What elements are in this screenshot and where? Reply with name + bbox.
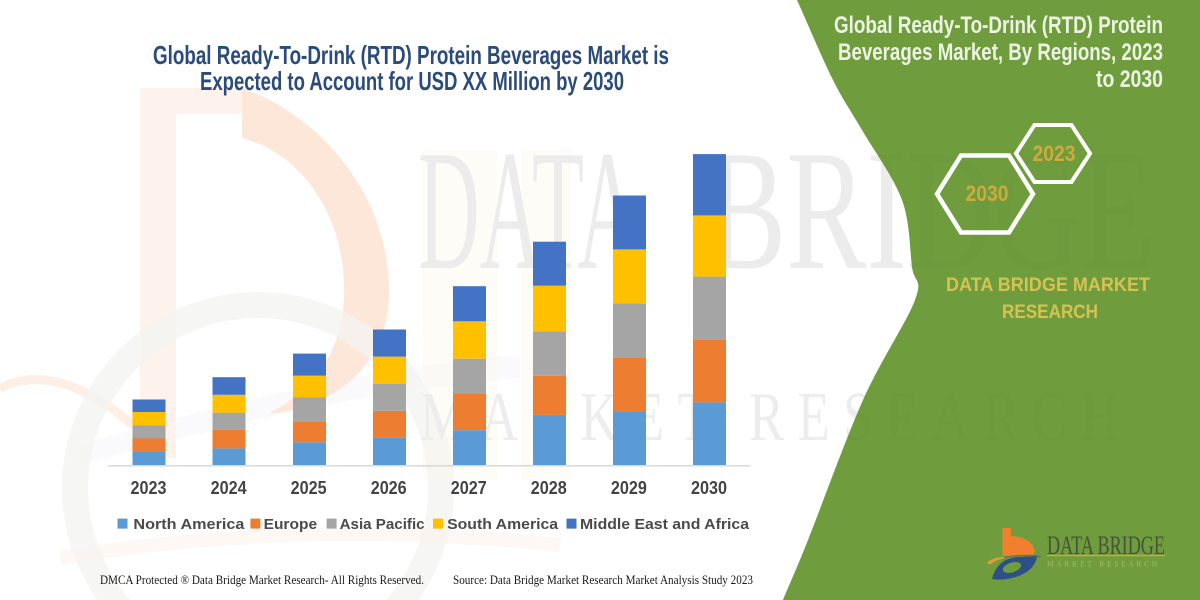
svg-text:2023: 2023 — [1033, 141, 1076, 166]
svg-text:DATA: DATA — [418, 116, 639, 306]
svg-text:Expected to Account for USD XX: Expected to Account for USD XX Million b… — [200, 66, 624, 96]
svg-text:Beverages Market, By Regions,: Beverages Market, By Regions, 2023 — [838, 39, 1163, 66]
svg-text:RESEARCH: RESEARCH — [1002, 302, 1098, 323]
svg-text:DATA BRIDGE MARKET: DATA BRIDGE MARKET — [946, 275, 1150, 296]
svg-text:2028: 2028 — [531, 478, 567, 498]
svg-text:Asia Pacific: Asia Pacific — [340, 516, 425, 533]
svg-text:Europe: Europe — [264, 516, 318, 533]
svg-text:Middle East and Africa: Middle East and Africa — [580, 516, 750, 533]
svg-text:2023: 2023 — [131, 478, 167, 498]
svg-text:South America: South America — [447, 516, 559, 533]
svg-text:to 2030: to 2030 — [1096, 66, 1163, 93]
svg-text:DMCA Protected ® Data Bridge M: DMCA Protected ® Data Bridge Market Rese… — [100, 573, 424, 587]
svg-text:North America: North America — [133, 516, 245, 533]
svg-text:2026: 2026 — [371, 478, 407, 498]
svg-text:Global Ready-To-Drink (RTD) Pr: Global Ready-To-Drink (RTD) Protein Beve… — [153, 40, 669, 70]
svg-text:2027: 2027 — [451, 478, 487, 498]
svg-text:2029: 2029 — [611, 478, 647, 498]
svg-text:2024: 2024 — [211, 478, 247, 498]
svg-text:Global Ready-To-Drink (RTD) Pr: Global Ready-To-Drink (RTD) Protein — [834, 12, 1163, 39]
svg-text:2030: 2030 — [691, 478, 727, 498]
svg-text:MARKET RESEARCH: MARKET RESEARCH — [1047, 560, 1160, 569]
svg-text:2030: 2030 — [966, 181, 1009, 206]
svg-text:2025: 2025 — [291, 478, 327, 498]
svg-text:Source: Data Bridge Market Res: Source: Data Bridge Market Research Mark… — [453, 573, 753, 587]
